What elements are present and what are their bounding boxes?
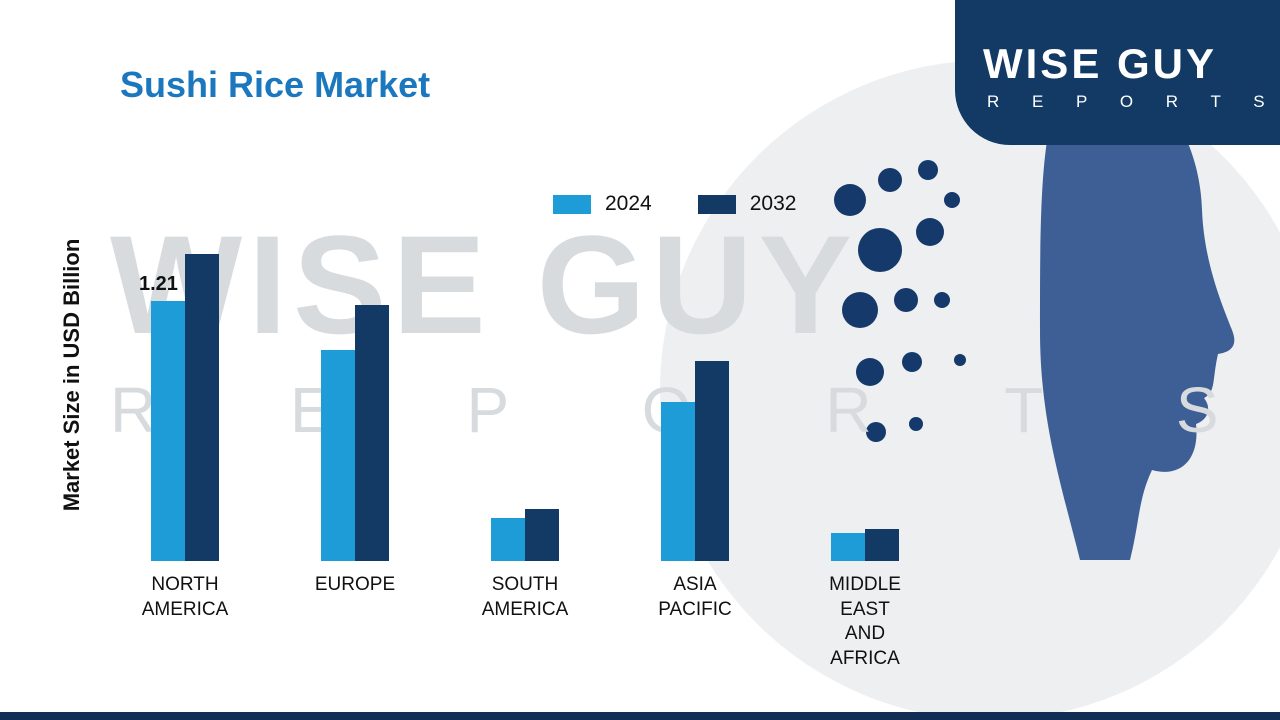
plot-area: 1.21 NORTH AMERICA EUROPE SOUTH AMERICA ASIA…: [110, 246, 940, 672]
legend: 2024 2032: [553, 192, 796, 216]
category-label: EUROPE: [314, 574, 396, 595]
bar-group: MIDDLE EAST AND AFRICA: [790, 246, 940, 672]
legend-swatch-2024: [553, 194, 591, 214]
page-title: Sushi Rice Market: [120, 64, 431, 106]
bar-pair: [321, 246, 389, 561]
category-label: NORTH AMERICA: [141, 574, 229, 620]
bar-2032: [355, 305, 389, 561]
bar-2032: [695, 361, 729, 561]
bar-group: SOUTH AMERICA: [450, 246, 600, 672]
legend-label-2032: 2032: [749, 192, 797, 215]
bar-group: EUROPE: [280, 246, 430, 672]
bar-pair: [661, 246, 729, 561]
watermark-line1: WISE GUY: [110, 206, 859, 363]
bar-2032: [185, 254, 219, 561]
category-label: ASIA PACIFIC: [658, 574, 732, 620]
footer-strip: [0, 712, 1280, 720]
legend-item-2032: 2032: [697, 192, 797, 216]
bar-2024: [661, 402, 695, 561]
legend-swatch-2032: [697, 194, 736, 214]
legend-item-2024: 2024: [553, 192, 652, 216]
bar-pair: 1.21: [139, 246, 219, 561]
bar-pair: [831, 246, 899, 561]
bar-2024: [321, 350, 355, 561]
logo: WISE GUY R E P O R T S: [955, 0, 1280, 145]
bar-2032: [525, 509, 559, 561]
bar-2032: [865, 529, 899, 561]
face-silhouette-decoration: [1040, 60, 1235, 560]
decorative-artwork: [660, 60, 1280, 720]
bar-group: 1.21 NORTH AMERICA: [110, 246, 260, 672]
category-label: MIDDLE EAST AND AFRICA: [829, 574, 901, 670]
y-axis-label: Market Size in USD Billion: [59, 238, 84, 512]
bar-value-label: 1.21: [139, 273, 178, 295]
bar-pair: [491, 246, 559, 561]
category-label: SOUTH AMERICA: [481, 574, 569, 620]
bar-2024: 1.21: [139, 273, 185, 561]
bar-group: ASIA PACIFIC: [620, 246, 770, 672]
logo-wordmark: WISE GUY: [983, 40, 1218, 87]
watermark: WISE GUY R E P O R T S: [110, 215, 1277, 447]
logo-subtitle: R E P O R T S: [987, 92, 1279, 111]
bar-2024: [831, 533, 865, 561]
dot-cluster-decoration: [834, 160, 966, 442]
bar-2024: [491, 518, 525, 561]
legend-label-2024: 2024: [605, 192, 652, 215]
